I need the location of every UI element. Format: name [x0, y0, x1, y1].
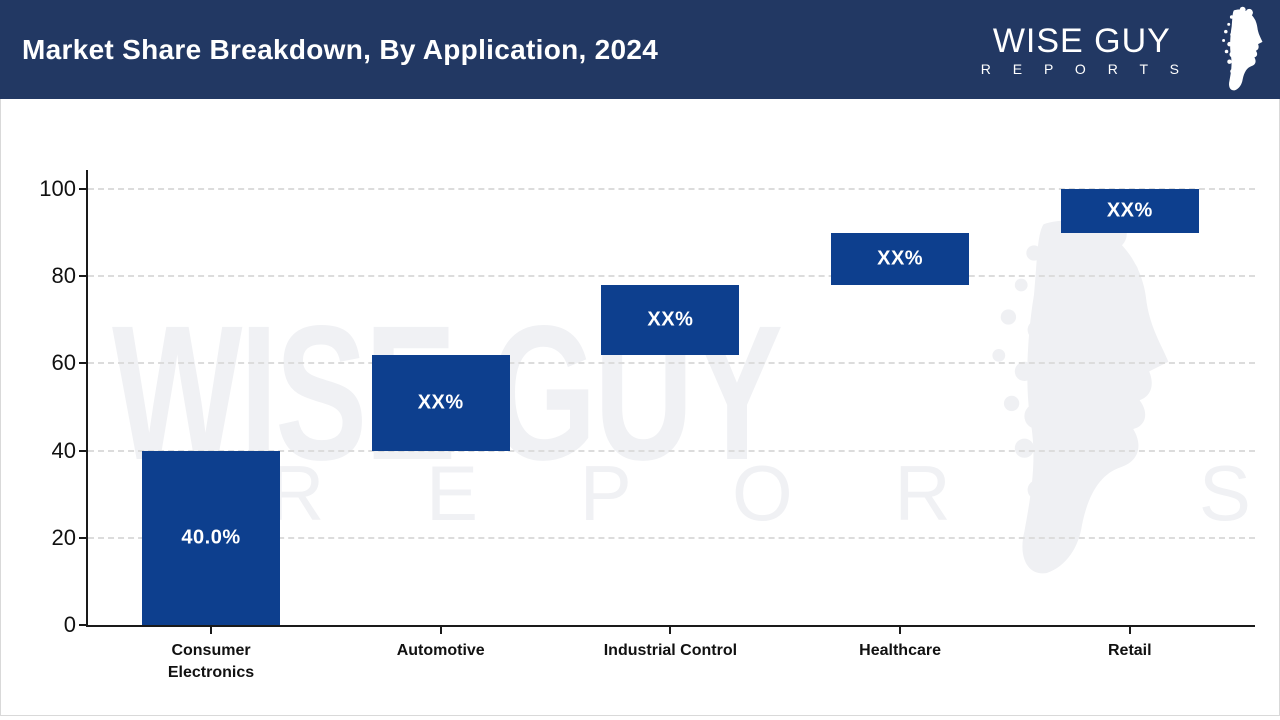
bar-industrial-control	[601, 284, 740, 355]
bar-healthcare	[831, 232, 970, 285]
bar-value-label: XX%	[1106, 199, 1153, 222]
x-axis-spine	[86, 625, 1255, 627]
y-tick-mark	[79, 449, 88, 452]
x-tick-mark	[1128, 627, 1131, 634]
brand-name: WISE GUY	[992, 22, 1171, 60]
y-tick-mark	[79, 275, 88, 278]
x-category-label: Industrial Control	[603, 642, 738, 659]
x-tick-mark	[210, 627, 212, 634]
x-category-label: Retail	[1108, 642, 1152, 659]
x-category-label: Automotive	[396, 642, 485, 659]
y-gridline	[88, 449, 1255, 452]
y-gridline	[88, 275, 1255, 278]
x-category-label: Consumer Electronics	[167, 642, 255, 681]
y-tick-label: 20	[51, 524, 76, 550]
brand-logo: WISE GUY R E P O R T S	[976, 6, 1266, 94]
y-tick-mark	[79, 188, 88, 190]
brand-subtitle: R E P O R T S	[980, 61, 1188, 77]
x-tick-mark	[669, 627, 672, 634]
y-tick-mark	[79, 362, 88, 365]
y-gridline	[88, 536, 1255, 539]
x-tick-mark	[439, 627, 442, 634]
y-tick-label: 40	[51, 437, 76, 463]
y-gridline	[88, 188, 1255, 190]
bar-value-label: 40.0%	[181, 526, 241, 549]
bar-value-label: XX%	[877, 247, 924, 270]
bar-value-label: XX%	[417, 391, 464, 414]
y-tick-label: 60	[51, 350, 76, 376]
brand-logo-text: WISE GUY R E P O R T S	[976, 24, 1188, 76]
bar-automotive	[371, 354, 510, 451]
bar-retail	[1060, 189, 1199, 233]
x-tick-mark	[899, 627, 902, 634]
y-axis-spine	[86, 170, 88, 627]
header-banner: Market Share Breakdown, By Application, …	[0, 0, 1280, 99]
y-tick-mark	[79, 624, 88, 626]
y-gridline	[88, 362, 1255, 365]
bar-consumer-electronics	[142, 450, 280, 625]
bar-value-label: XX%	[647, 308, 694, 331]
brand-head-icon	[1190, 6, 1266, 94]
y-tick-label: 0	[63, 612, 76, 637]
y-tick-label: 100	[39, 176, 76, 201]
page-title: Market Share Breakdown, By Application, …	[22, 33, 659, 65]
x-category-label: Healthcare	[859, 642, 941, 659]
y-tick-label: 80	[51, 263, 76, 289]
y-tick-mark	[79, 536, 88, 539]
